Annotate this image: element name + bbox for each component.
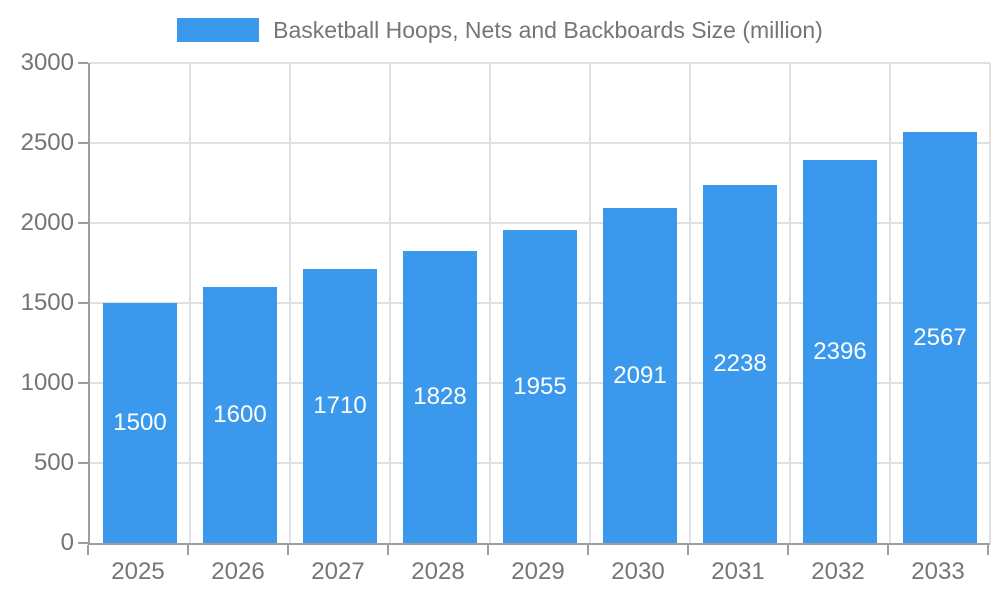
y-axis-tick-label: 1000	[20, 369, 74, 396]
bar-value-label: 1710	[313, 392, 367, 419]
gridline-vertical	[289, 63, 291, 543]
x-axis-category-label: 2028	[411, 558, 465, 585]
bar-value-label: 2396	[813, 337, 867, 365]
x-axis-category-label: 2029	[511, 558, 565, 585]
gridline-horizontal	[90, 62, 990, 64]
gridline-vertical	[789, 63, 791, 543]
bar-2031[interactable]: 2238	[703, 185, 777, 543]
gridline-vertical	[989, 63, 991, 543]
x-axis-category-label: 2031	[711, 558, 765, 585]
gridline-vertical	[489, 63, 491, 543]
x-axis-category-label: 2027	[311, 558, 365, 585]
legend-label: Basketball Hoops, Nets and Backboards Si…	[273, 16, 823, 43]
bar-2033[interactable]: 2567	[903, 132, 977, 543]
y-axis-tick	[78, 462, 88, 464]
gridline-vertical	[889, 63, 891, 543]
bar-2026[interactable]: 1600	[203, 287, 277, 543]
x-axis-tick	[587, 545, 589, 555]
x-axis-tick	[287, 545, 289, 555]
gridline-vertical	[689, 63, 691, 543]
y-axis-tick-label: 0	[60, 529, 74, 556]
y-axis-tick	[78, 302, 88, 304]
legend-swatch	[177, 18, 260, 42]
bar-value-label: 1600	[213, 401, 267, 428]
x-axis-tick	[87, 545, 89, 555]
y-axis-tick	[78, 62, 88, 64]
x-axis-category-label: 2025	[111, 558, 165, 585]
gridline-vertical	[589, 63, 591, 543]
y-axis-tick	[78, 222, 88, 224]
y-axis-tick	[78, 142, 88, 144]
gridline-vertical	[189, 63, 191, 543]
x-axis-category-label: 2033	[911, 558, 965, 585]
bar-value-label: 2238	[713, 350, 767, 377]
y-axis-tick-label: 3000	[20, 49, 74, 76]
chart-legend[interactable]: Basketball Hoops, Nets and Backboards Si…	[0, 16, 1000, 44]
bar-value-label: 2567	[913, 323, 967, 351]
y-axis-tick	[78, 382, 88, 384]
x-axis-tick	[187, 545, 189, 555]
gridline-vertical	[389, 63, 391, 543]
y-axis-tick-label: 500	[33, 449, 74, 476]
y-axis-tick-label: 2500	[20, 129, 74, 156]
x-axis-tick	[787, 545, 789, 555]
bar-2029[interactable]: 1955	[503, 230, 577, 543]
gridline-horizontal	[90, 142, 990, 144]
x-axis-tick	[987, 545, 989, 555]
bar-2025[interactable]: 1500	[103, 303, 177, 543]
plot-area: 1500 1600 1710 1828 1955 2091 2238 2396 2567	[88, 62, 991, 545]
bar-value-label: 1955	[513, 372, 567, 400]
y-axis-tick	[78, 542, 88, 544]
bar-2032[interactable]: 2396	[803, 160, 877, 543]
bar-2028[interactable]: 1828	[403, 251, 477, 543]
bar-value-label: 2091	[613, 361, 667, 389]
x-axis-tick	[887, 545, 889, 555]
x-axis-tick	[687, 545, 689, 555]
bar-2027[interactable]: 1710	[303, 269, 377, 543]
bar-2030[interactable]: 2091	[603, 208, 677, 543]
x-axis-tick	[387, 545, 389, 555]
gridline-horizontal	[90, 222, 990, 224]
x-axis-category-label: 2032	[811, 558, 865, 585]
x-axis-category-label: 2026	[211, 558, 265, 585]
bar-value-label: 1828	[413, 383, 467, 410]
x-axis-tick	[487, 545, 489, 555]
x-axis-category-label: 2030	[611, 558, 665, 585]
y-axis-tick-label: 2000	[20, 209, 74, 236]
y-axis-tick-label: 1500	[20, 289, 74, 316]
bar-value-label: 1500	[113, 409, 167, 436]
